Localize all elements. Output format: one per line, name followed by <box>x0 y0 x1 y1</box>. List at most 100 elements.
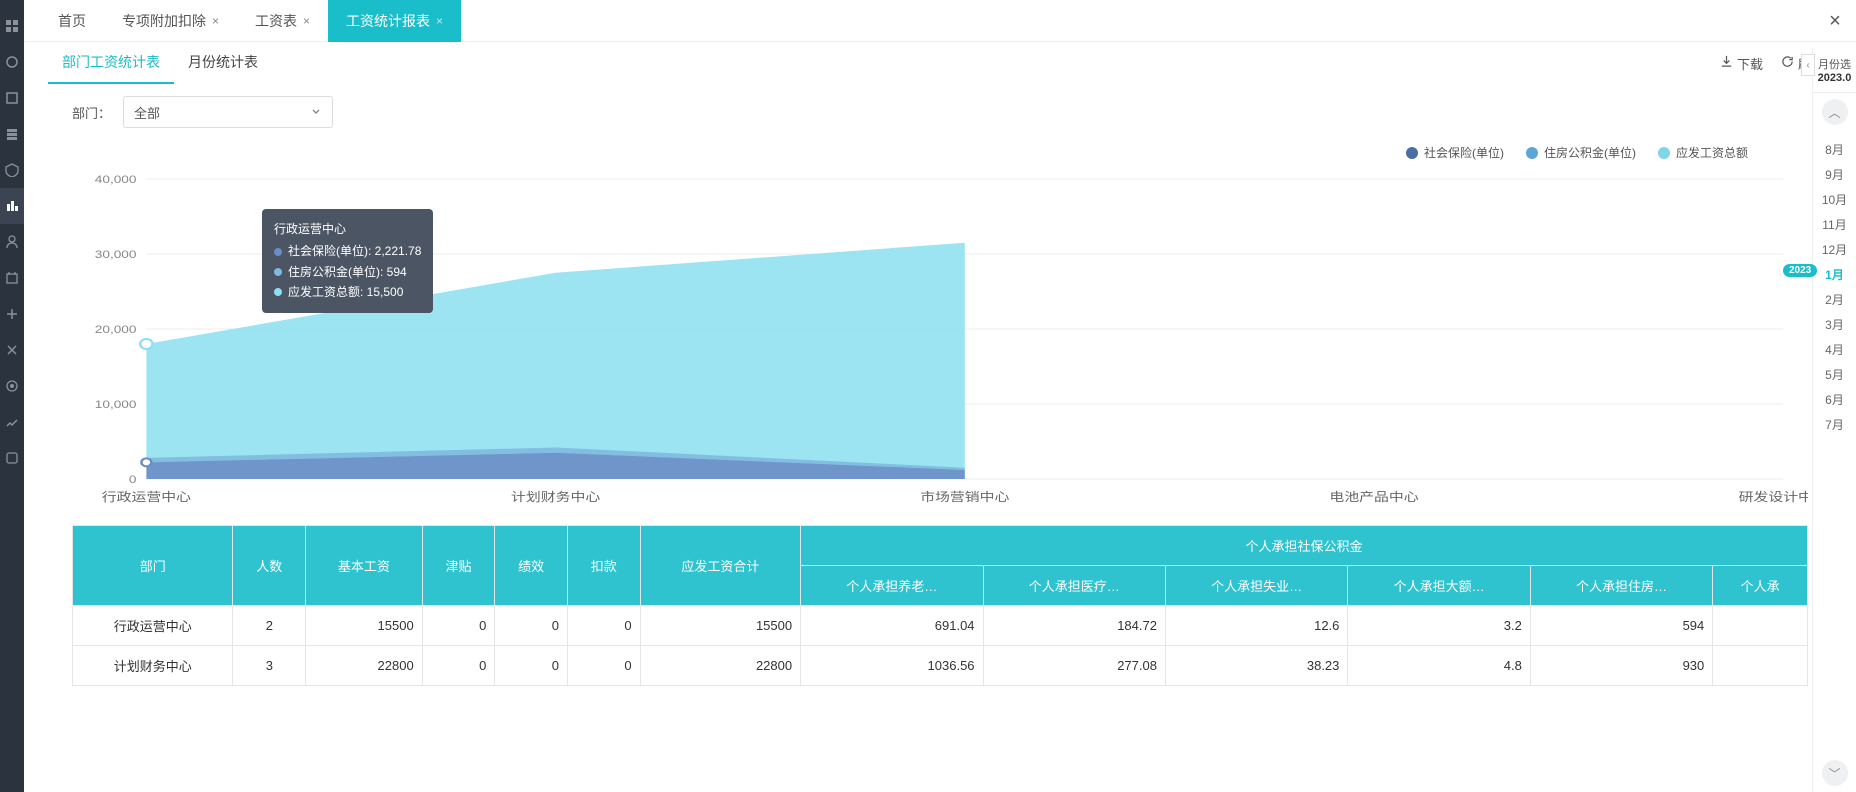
tab-salary-report[interactable]: 工资统计报表 × <box>328 0 461 42</box>
table-cell: 12.6 <box>1165 606 1347 646</box>
table-cell: 0 <box>495 606 568 646</box>
month-button[interactable]: 9月 <box>1813 162 1856 187</box>
col-header[interactable]: 个人承担医疗… <box>983 566 1165 606</box>
nav-item-4[interactable] <box>0 116 24 152</box>
table-row[interactable]: 计划财务中心322800000228001036.56277.0838.234.… <box>73 646 1808 686</box>
table-cell: 行政运营中心 <box>73 606 233 646</box>
col-header[interactable]: 个人承 <box>1713 566 1808 606</box>
month-button[interactable]: 4月 <box>1813 337 1856 362</box>
select-value: 全部 <box>134 103 160 122</box>
col-header[interactable]: 扣款 <box>567 526 640 606</box>
col-header[interactable]: 人数 <box>233 526 306 606</box>
col-header[interactable]: 部门 <box>73 526 233 606</box>
nav-item-5[interactable] <box>0 152 24 188</box>
legend-dot <box>1658 147 1670 159</box>
nav-item-7[interactable] <box>0 224 24 260</box>
table-cell: 0 <box>422 606 495 646</box>
legend-label: 住房公积金(单位) <box>1544 144 1636 161</box>
subtab-dept[interactable]: 部门工资统计表 <box>48 42 174 84</box>
left-nav-sidebar <box>0 0 24 792</box>
tabbar-close-all[interactable]: × <box>1824 10 1846 33</box>
chart-container: 010,00020,00030,00040,000行政运营中心计划财务中心市场营… <box>72 169 1808 509</box>
nav-item-9[interactable] <box>0 296 24 332</box>
svg-text:0: 0 <box>129 473 137 485</box>
table-cell: 0 <box>567 646 640 686</box>
col-header[interactable]: 基本工资 <box>306 526 423 606</box>
table-cell <box>1713 606 1808 646</box>
col-header[interactable]: 个人承担失业… <box>1165 566 1347 606</box>
nav-item-3[interactable] <box>0 80 24 116</box>
area-chart[interactable]: 010,00020,00030,00040,000行政运营中心计划财务中心市场营… <box>72 169 1808 509</box>
legend-label: 应发工资总额 <box>1676 144 1748 161</box>
subtabs: 部门工资统计表 月份统计表 <box>48 42 272 84</box>
table-cell: 22800 <box>306 646 423 686</box>
month-button[interactable]: 12月 <box>1813 237 1856 262</box>
month-button[interactable]: 11月 <box>1813 212 1856 237</box>
month-button[interactable]: 5月 <box>1813 362 1856 387</box>
month-list: 8月9月10月11月12月1月20232月3月4月5月6月7月 <box>1813 131 1856 754</box>
col-header[interactable]: 津贴 <box>422 526 495 606</box>
nav-item-2[interactable] <box>0 44 24 80</box>
table-cell: 277.08 <box>983 646 1165 686</box>
col-header[interactable]: 个人承担住房… <box>1530 566 1712 606</box>
col-header[interactable]: 个人承担大额… <box>1348 566 1530 606</box>
nav-item-8[interactable] <box>0 260 24 296</box>
sidepanel-toggle[interactable]: ‹ <box>1801 54 1815 76</box>
legend-dot <box>1406 147 1418 159</box>
tab-home[interactable]: 首页 <box>40 0 104 42</box>
table-cell: 930 <box>1530 646 1712 686</box>
subtab-month[interactable]: 月份统计表 <box>174 42 272 84</box>
table-cell: 0 <box>422 646 495 686</box>
legend-item[interactable]: 应发工资总额 <box>1658 144 1748 161</box>
table-row[interactable]: 行政运营中心21550000015500691.04184.7212.63.25… <box>73 606 1808 646</box>
table-cell: 0 <box>495 646 568 686</box>
nav-item-1[interactable] <box>0 8 24 44</box>
month-button[interactable]: 10月 <box>1813 187 1856 212</box>
col-header[interactable]: 绩效 <box>495 526 568 606</box>
subtabs-row: 部门工资统计表 月份统计表 下载 刷新 <box>24 42 1856 84</box>
nav-item-6-active[interactable] <box>0 188 24 224</box>
table-cell: 184.72 <box>983 606 1165 646</box>
table-cell: 2 <box>233 606 306 646</box>
tab-label: 工资统计报表 <box>346 11 430 31</box>
month-scroll-down[interactable]: ﹀ <box>1822 760 1848 786</box>
download-button[interactable]: 下载 <box>1720 54 1763 73</box>
table-cell <box>1713 646 1808 686</box>
nav-item-11[interactable] <box>0 368 24 404</box>
tab-deduction[interactable]: 专项附加扣除× <box>104 0 237 42</box>
svg-text:10,000: 10,000 <box>95 398 137 410</box>
tab-close-icon[interactable]: × <box>303 14 310 28</box>
svg-text:研发设计中心: 研发设计中心 <box>1739 490 1808 503</box>
salary-table: 部门人数基本工资津贴绩效扣款应发工资合计个人承担社保公积金个人承担养老…个人承担… <box>72 525 1808 686</box>
svg-text:40,000: 40,000 <box>95 173 137 185</box>
col-group-header: 个人承担社保公积金 <box>801 526 1808 566</box>
tab-close-icon[interactable]: × <box>212 14 219 28</box>
legend-item[interactable]: 住房公积金(单位) <box>1526 144 1636 161</box>
legend-label: 社会保险(单位) <box>1424 144 1504 161</box>
month-button[interactable]: 7月 <box>1813 412 1856 437</box>
svg-text:行政运营中心: 行政运营中心 <box>102 490 192 503</box>
month-button[interactable]: 2月 <box>1813 287 1856 312</box>
nav-item-10[interactable] <box>0 332 24 368</box>
tab-label: 工资表 <box>255 11 297 31</box>
col-header[interactable]: 个人承担养老… <box>801 566 983 606</box>
table-cell: 4.8 <box>1348 646 1530 686</box>
month-button[interactable]: 3月 <box>1813 312 1856 337</box>
month-sidepanel: ‹ 月份选 2023.0 ︿ 8月9月10月11月12月1月20232月3月4月… <box>1812 48 1856 792</box>
table-cell: 38.23 <box>1165 646 1347 686</box>
table-cell: 691.04 <box>801 606 983 646</box>
month-button[interactable]: 6月 <box>1813 387 1856 412</box>
download-icon <box>1720 55 1733 71</box>
legend-item[interactable]: 社会保险(单位) <box>1406 144 1504 161</box>
month-button[interactable]: 1月2023 <box>1813 262 1856 287</box>
sidepanel-title: 月份选 <box>1817 56 1852 72</box>
nav-item-12[interactable] <box>0 404 24 440</box>
col-header[interactable]: 应发工资合计 <box>640 526 800 606</box>
month-button[interactable]: 8月 <box>1813 137 1856 162</box>
sidepanel-header: ‹ 月份选 2023.0 <box>1813 48 1856 93</box>
tab-close-icon[interactable]: × <box>436 14 443 28</box>
dept-select[interactable]: 全部 <box>123 96 333 128</box>
month-scroll-up[interactable]: ︿ <box>1822 99 1848 125</box>
tab-salary[interactable]: 工资表 × <box>237 0 328 42</box>
nav-item-13[interactable] <box>0 440 24 476</box>
